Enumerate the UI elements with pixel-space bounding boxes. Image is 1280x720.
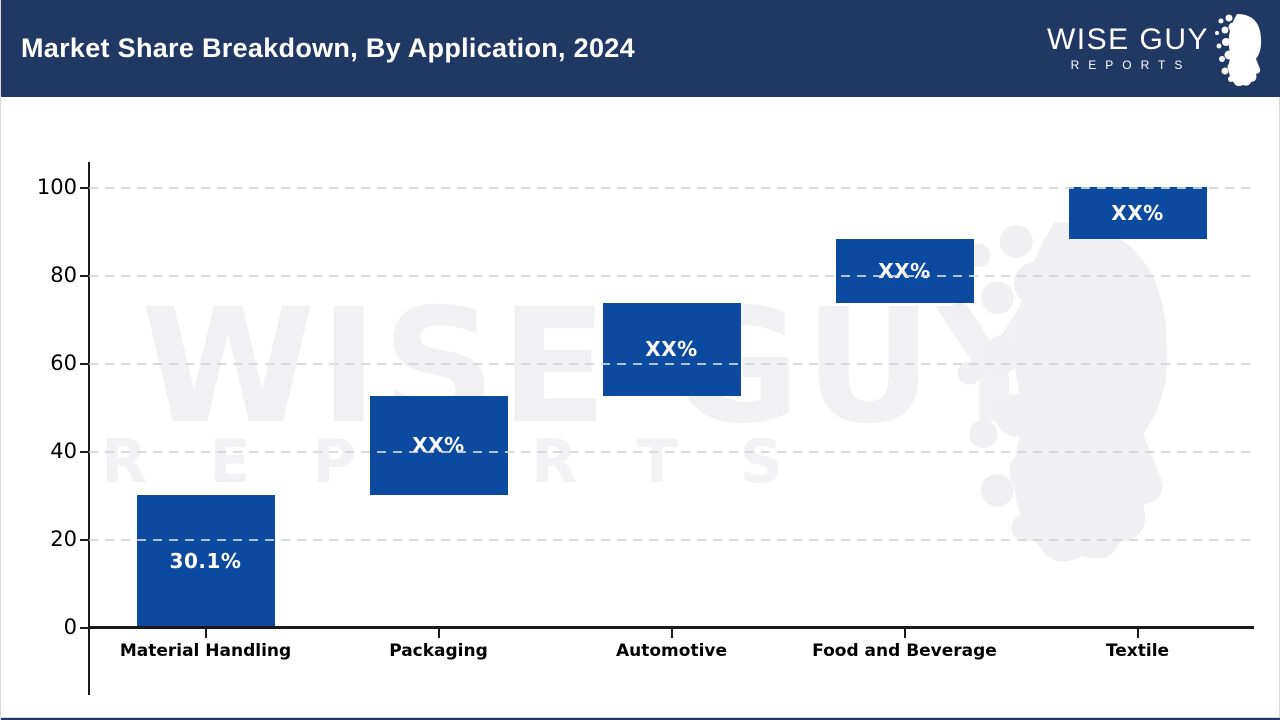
bottom-border [1,717,1280,718]
x-axis-label: Food and Beverage [812,641,997,661]
bar: XX% [835,238,974,303]
logo-head-icon [1215,13,1262,86]
header: Market Share Breakdown, By Application, … [1,0,1280,97]
bar: 30.1% [136,494,275,627]
x-axis-label: Material Handling [119,641,292,661]
bar: XX% [602,302,741,396]
bar: XX% [1068,187,1207,239]
footer-bar [1,718,1280,720]
x-axis-label: Packaging [389,641,488,661]
page-title: Market Share Breakdown, By Application, … [21,33,635,63]
y-tick-label: 40 [50,439,77,463]
y-tick-mark [80,627,89,629]
y-axis-line [88,162,90,695]
x-tick-mark [903,629,906,638]
x-tick-mark [670,629,673,638]
bar-value-label: 30.1% [169,548,242,573]
watermark-head-icon [950,222,1168,562]
y-tick-label: 80 [50,263,77,287]
y-tick-mark [80,539,89,541]
y-tick-mark [80,451,89,453]
x-axis-label: Automotive [615,641,728,661]
bar-value-label: XX% [1111,200,1164,225]
y-tick-label: 60 [50,351,77,375]
gridline [89,539,1254,541]
logo-subtext: REPORTS [1070,58,1192,72]
gridline [89,363,1254,365]
bar-value-label: XX% [412,433,465,458]
bar-value-label: XX% [878,258,931,283]
y-tick-mark [80,187,89,189]
x-axis-label: Textile [1105,641,1170,661]
gridline [89,187,1254,189]
gridline [89,275,1254,277]
y-tick-mark [80,275,89,277]
x-tick-mark [204,629,207,638]
y-tick-label: 100 [36,175,77,199]
y-tick-mark [80,363,89,365]
wise-guy-logo: WISE GUY REPORTS [1047,11,1263,87]
logo-text: WISE GUY REPORTS [1046,23,1209,73]
y-tick-label: 0 [63,615,77,639]
x-tick-mark [1136,629,1139,638]
x-tick-mark [437,629,440,638]
x-axis-line [88,626,1254,629]
bar: XX% [369,395,508,495]
gridline [89,451,1254,453]
logo-wordmark: WISE GUY [1046,23,1209,56]
y-tick-label: 20 [50,527,77,551]
bar-value-label: XX% [645,337,698,362]
